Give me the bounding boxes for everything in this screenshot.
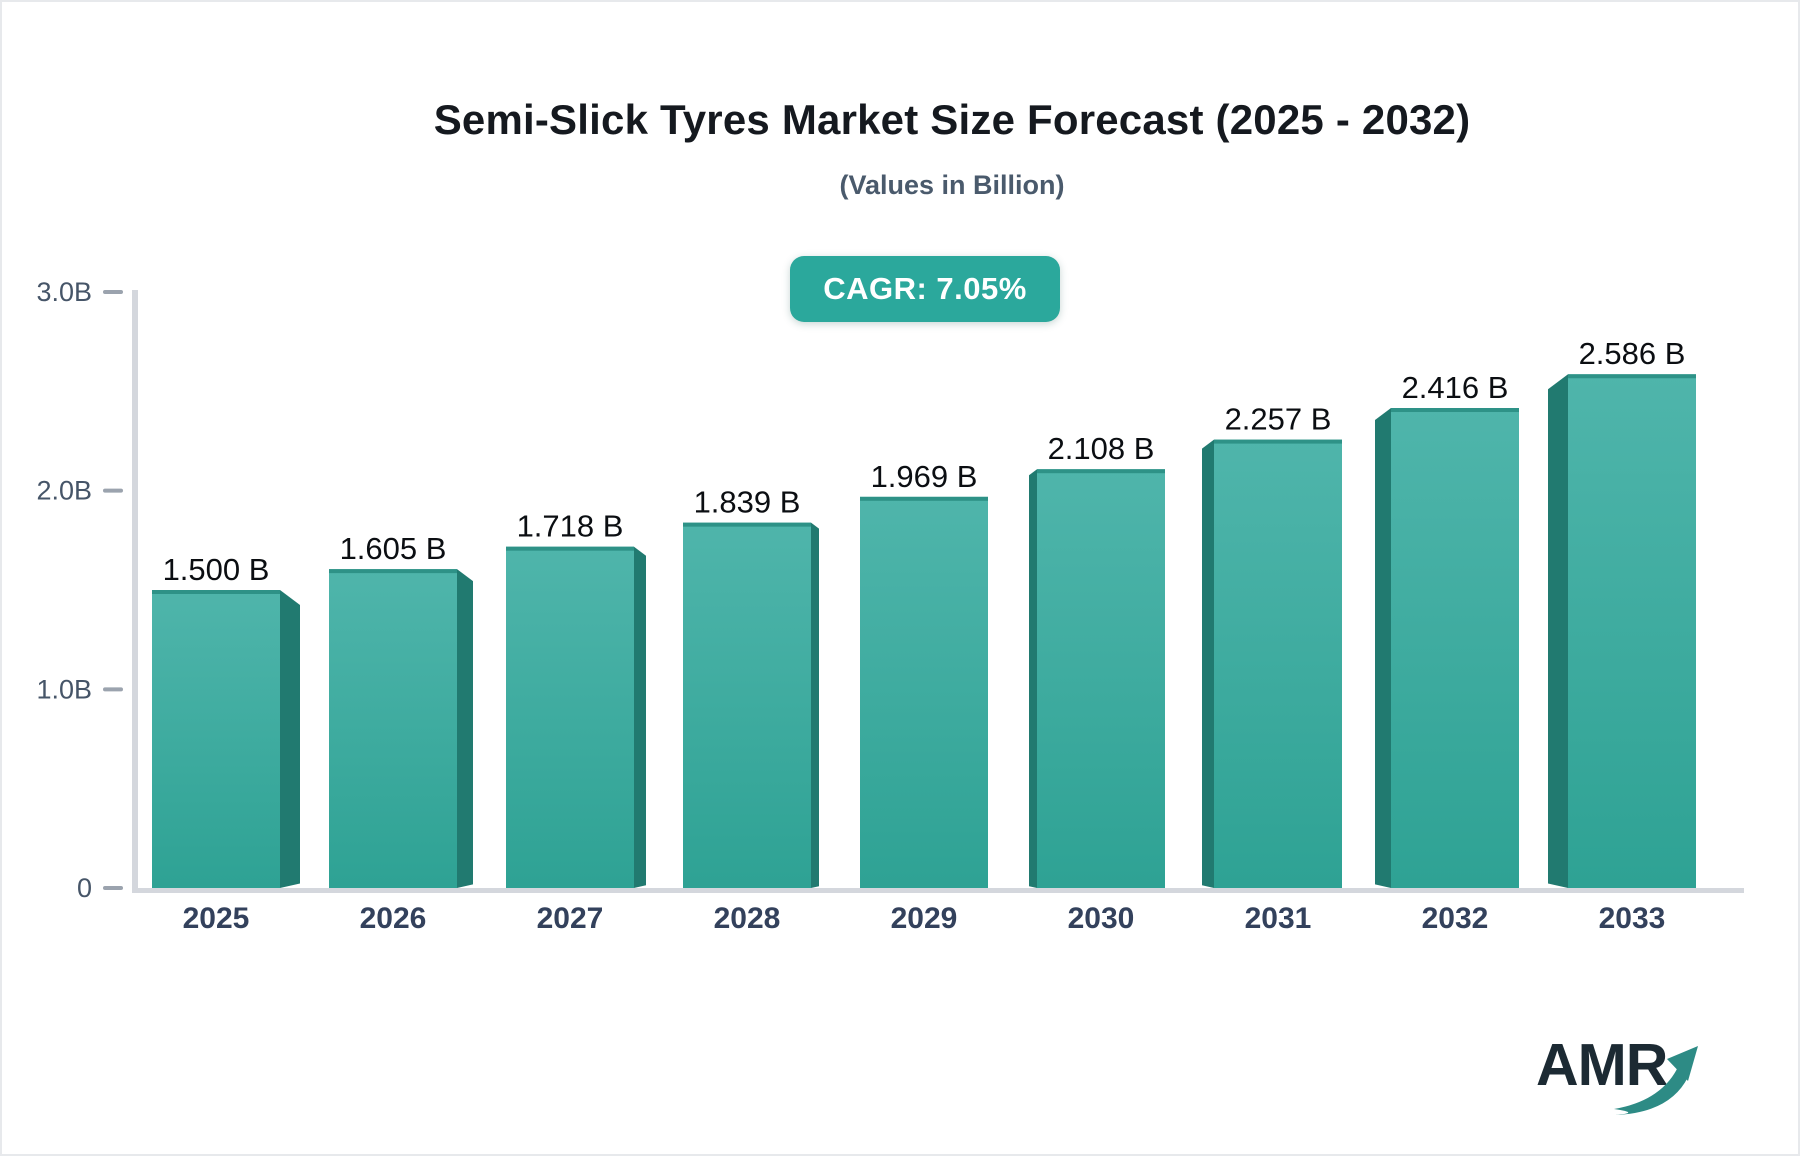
bar-value-label: 1.500 B	[163, 552, 270, 587]
bar-top-edge	[1037, 469, 1165, 474]
bar-group-2028: 1.839 B 2028	[683, 485, 819, 935]
bar-group-2027: 1.718 B 2027	[506, 509, 646, 935]
y-axis-label: 1.0B	[36, 674, 92, 704]
bar-group-2026: 1.605 B 2026	[329, 531, 473, 935]
x-axis-label: 2025	[183, 902, 250, 935]
y-axis-label: 0	[77, 873, 92, 903]
bar-value-label: 1.605 B	[340, 531, 447, 566]
cagr-badge: CAGR: 7.05%	[790, 256, 1060, 322]
y-axis-tick	[103, 687, 123, 692]
growth-arrow-icon	[1614, 1046, 1698, 1115]
bar-top-edge	[860, 496, 988, 501]
bar-group-2030: 2.108 B 2030	[1029, 431, 1165, 935]
y-axis-label: 2.0B	[36, 476, 92, 506]
amr-logo: AMR	[1536, 1032, 1698, 1115]
bar-top-edge	[329, 569, 457, 574]
x-axis-line	[132, 888, 1744, 893]
bar	[152, 590, 280, 888]
chart-subtitle: (Values in Billion)	[839, 170, 1065, 200]
y-axis-line	[132, 290, 138, 893]
x-axis-label: 2029	[891, 902, 958, 935]
bar-value-label: 2.108 B	[1048, 431, 1155, 466]
bar	[506, 546, 634, 888]
y-axis-label: 3.0B	[36, 277, 92, 307]
bar-side-face	[811, 522, 819, 888]
x-axis-label: 2032	[1422, 902, 1489, 935]
amr-logo-text: AMR	[1536, 1032, 1668, 1098]
x-axis-label: 2027	[537, 902, 604, 935]
bar	[1037, 469, 1165, 888]
bar	[683, 522, 811, 888]
chart-title: Semi-Slick Tyres Market Size Forecast (2…	[433, 96, 1471, 143]
bar-group-2032: 2.416 B 2032	[1375, 370, 1519, 935]
bar-side-face	[1548, 374, 1568, 888]
bar	[1568, 374, 1696, 888]
bar-top-edge	[1214, 439, 1342, 444]
x-axis-label: 2028	[714, 902, 781, 935]
bar	[329, 569, 457, 888]
bar-value-label: 2.257 B	[1225, 402, 1332, 437]
bar-top-edge	[506, 546, 634, 551]
bar-top-edge	[683, 522, 811, 527]
bar-group-2033: 2.586 B 2033	[1548, 336, 1696, 935]
bar-value-label: 1.969 B	[871, 459, 978, 494]
y-axis-tick	[103, 488, 123, 493]
bar-value-label: 1.718 B	[517, 509, 624, 544]
bar-value-label: 1.839 B	[694, 485, 801, 520]
bar-side-face	[1375, 408, 1391, 888]
bar-value-label: 2.416 B	[1402, 370, 1509, 405]
bar-side-face	[457, 569, 473, 888]
bar-value-label: 2.586 B	[1579, 336, 1686, 371]
bar-top-edge	[1391, 408, 1519, 413]
x-axis-label: 2031	[1245, 902, 1312, 935]
bar	[1391, 408, 1519, 888]
x-axis-label: 2033	[1599, 902, 1666, 935]
bar-side-face	[280, 590, 300, 888]
bar-side-face	[634, 546, 646, 888]
bar	[860, 496, 988, 888]
cagr-badge-label: CAGR: 7.05%	[823, 271, 1027, 306]
bar-side-face	[1029, 469, 1037, 888]
bar-top-edge	[1568, 374, 1696, 379]
bar-group-2029: 1.969 B 2029	[860, 459, 988, 935]
bar-group-2025: 1.500 B 2025	[152, 552, 300, 935]
y-axis-tick	[103, 290, 123, 294]
bar-group-2031: 2.257 B 2031	[1202, 402, 1342, 935]
x-axis-label: 2026	[360, 902, 427, 935]
y-axis-tick	[103, 886, 123, 890]
x-axis-label: 2030	[1068, 902, 1135, 935]
bar	[1214, 439, 1342, 888]
bar-top-edge	[152, 590, 280, 594]
bar-side-face	[1202, 439, 1214, 888]
